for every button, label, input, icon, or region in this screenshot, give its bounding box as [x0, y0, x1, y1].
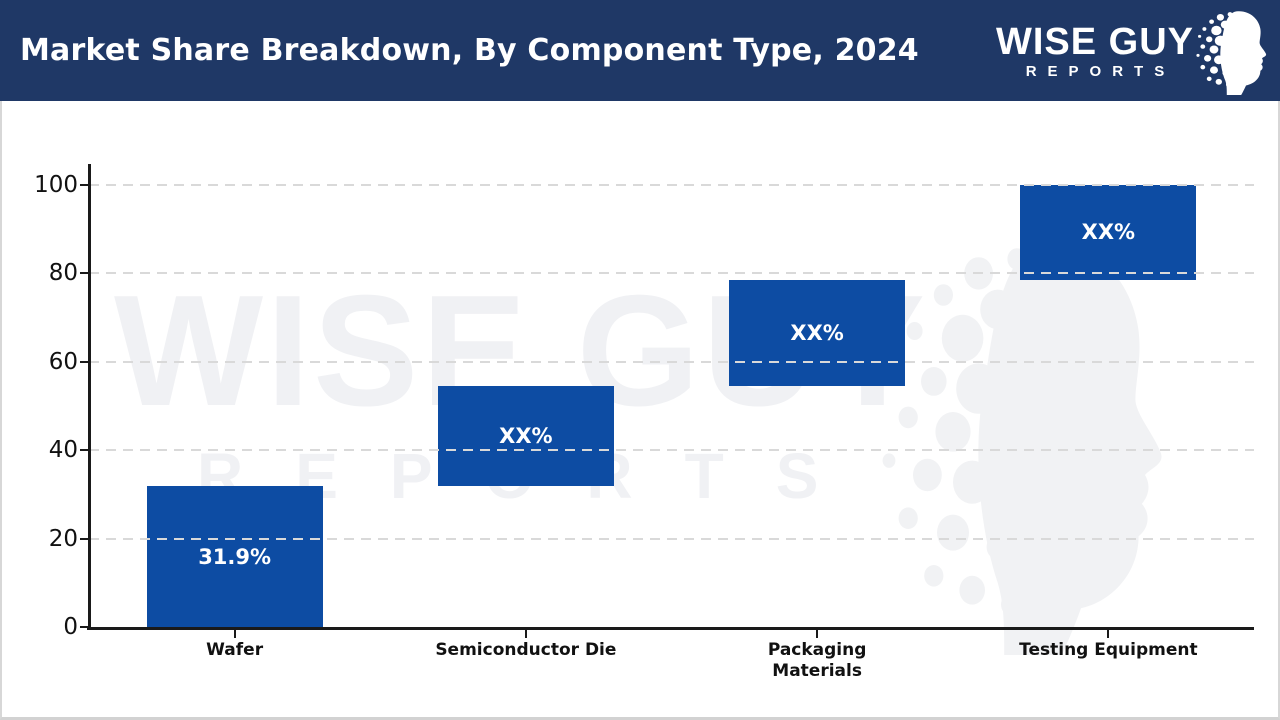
header-bar: Market Share Breakdown, By Component Typ…	[0, 0, 1280, 101]
y-tick-0	[80, 626, 88, 628]
gridline-y100	[89, 184, 1254, 186]
y-tick-label-100: 100	[34, 172, 78, 198]
bar-wafer	[146, 486, 323, 627]
logo-subtitle: REPORTS	[1025, 63, 1176, 80]
bar-value-label-wafer: 31.9%	[198, 544, 272, 569]
brand-logo-text: WISE GUY REPORTS	[996, 22, 1194, 80]
x-tick-packaging-materials	[816, 629, 819, 638]
y-tick-label-60: 60	[48, 348, 78, 375]
y-tick-80	[80, 272, 88, 275]
category-label-wafer: Wafer	[206, 640, 264, 660]
y-axis-line	[88, 164, 91, 630]
bar-value-label-packaging-materials: XX%	[790, 320, 844, 345]
y-tick-20	[80, 537, 88, 540]
x-tick-testing-equipment	[1107, 629, 1110, 638]
gridline-y20	[89, 537, 1254, 540]
y-tick-label-40: 40	[48, 437, 78, 464]
bar-value-label-semiconductor-die: XX%	[499, 423, 553, 448]
category-label-packaging-materials: Packaging Materials	[767, 640, 867, 681]
y-tick-label-20: 20	[48, 525, 78, 552]
category-label-semiconductor-die: Semiconductor Die	[435, 640, 617, 660]
y-tick-label-0: 0	[63, 614, 78, 640]
logo-head-icon	[1196, 11, 1267, 95]
x-tick-semiconductor-die	[524, 629, 527, 638]
gridline-y80	[89, 272, 1254, 275]
plot: 31.9% XX% XX% XX% 0 20 40 60 80 100 Wafer Semicondu…	[2, 101, 1278, 717]
page-title: Market Share Breakdown, By Component Typ…	[20, 33, 919, 68]
y-tick-100	[80, 184, 88, 186]
bar-testing-equipment	[1020, 185, 1197, 280]
gridline-y40	[89, 449, 1254, 452]
brand-logo: WISE GUY REPORTS	[996, 4, 1270, 98]
chart-area: WISE GUY REPORTS 31.9%XX%XX%XX%020406080…	[0, 101, 1280, 720]
y-tick-60	[80, 360, 88, 363]
bar-semiconductor-die	[437, 385, 614, 486]
bar-value-label-testing-equipment: XX%	[1081, 220, 1136, 245]
bar-packaging-materials	[729, 279, 906, 386]
x-axis-line	[87, 626, 1254, 630]
gridline-y60	[89, 360, 1254, 363]
x-tick-wafer	[233, 629, 236, 638]
y-tick-label-80: 80	[48, 260, 78, 287]
logo-wordmark: WISE GUY	[995, 21, 1194, 63]
category-label-testing-equipment: Testing Equipment	[1019, 640, 1198, 660]
y-tick-40	[80, 449, 88, 452]
